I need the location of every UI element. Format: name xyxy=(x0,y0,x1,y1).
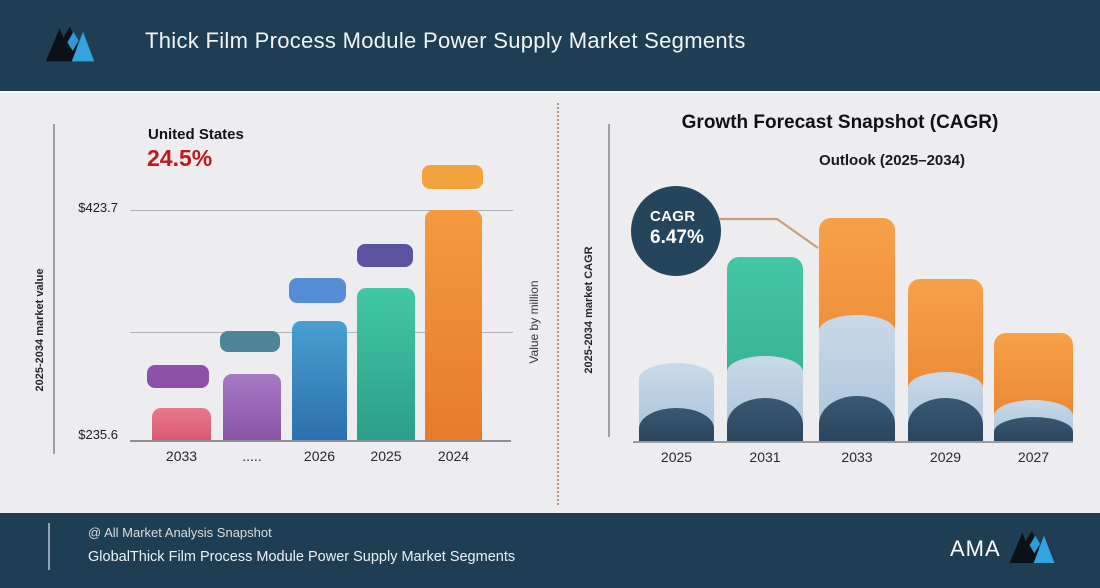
bar-segment-2027-navy xyxy=(994,417,1073,441)
cagr-badge: CAGR 6.47% xyxy=(631,186,721,276)
footer-source-line: @ All Market Analysis Snapshot xyxy=(88,525,272,540)
x-tick-label: 2024 xyxy=(437,448,470,464)
left-x-axis-line xyxy=(130,440,511,442)
footer-report-title: GlobalThick Film Process Module Power Su… xyxy=(88,549,516,565)
cagr-badge-label: CAGR xyxy=(650,208,696,225)
x-tick-label: 2027 xyxy=(1017,449,1050,465)
right-chart-title: Growth Forecast Snapshot (CAGR) xyxy=(681,112,999,133)
bar-2033 xyxy=(152,408,211,440)
footer-bar xyxy=(0,513,1100,588)
panel-divider xyxy=(557,103,559,505)
bar-cap-2024 xyxy=(422,165,483,189)
footer-brand-text: AMA xyxy=(950,536,1001,561)
header-bar: Thick Film Process Module Power Supply M… xyxy=(0,0,1100,91)
bar-cap-2025 xyxy=(357,244,413,267)
x-tick-label: 2026 xyxy=(303,448,336,464)
x-tick-label: ..... xyxy=(242,448,262,464)
left-bars-plot: 2033..... 2026 2025 2024 xyxy=(130,100,515,464)
x-tick-label: 2033 xyxy=(841,449,873,465)
right-x-axis-line xyxy=(633,441,1073,443)
right-chart-subtitle: Outlook (2025–2034) xyxy=(819,152,965,169)
left-chart-region-label: United States xyxy=(148,126,244,143)
left-y-tick-bottom: $235.6 xyxy=(78,427,118,442)
left-y-axis-line xyxy=(53,124,55,454)
right-y-axis-title: 2025-2034 market CAGR xyxy=(583,246,595,374)
bar-..... xyxy=(223,374,281,440)
x-tick-label: 2025 xyxy=(370,448,402,464)
bar-cap-2033 xyxy=(147,365,209,388)
x-tick-label: 2033 xyxy=(165,448,198,464)
cagr-badge-value: 6.47% xyxy=(650,227,704,248)
footer-ama-logo-icon xyxy=(1009,531,1055,563)
callout-connector-line xyxy=(719,217,819,249)
right-y-axis-line xyxy=(608,124,610,437)
footer-divider xyxy=(48,523,50,570)
bar-2026 xyxy=(292,321,347,440)
page-title: Thick Film Process Module Power Supply M… xyxy=(145,28,746,53)
left-right-axis-title: Value by million xyxy=(527,280,541,364)
bar-segment-2031-navy xyxy=(727,398,803,441)
bar-segment-2029-navy xyxy=(908,398,983,441)
x-tick-label: 2029 xyxy=(929,449,962,465)
bar-cap-2026 xyxy=(289,278,346,303)
bar-segment-2025-navy xyxy=(639,408,714,441)
left-y-axis-title: 2025-2034 market value xyxy=(34,268,46,392)
left-chart-highlight-value: 24.5% xyxy=(147,145,213,171)
left-y-tick-top: $423.7 xyxy=(78,200,118,215)
bar-2024 xyxy=(425,210,482,440)
x-tick-label: 2031 xyxy=(749,449,781,465)
bar-2025 xyxy=(357,288,415,440)
ama-logo-icon xyxy=(45,26,95,62)
x-tick-label: 2025 xyxy=(660,449,693,465)
left-gridline-top xyxy=(130,210,513,211)
bar-cap-..... xyxy=(220,331,280,352)
bar-segment-2033-navy xyxy=(819,396,895,441)
right-bars-plot: 2025 2031 2033 2029 2027 xyxy=(633,210,1073,465)
